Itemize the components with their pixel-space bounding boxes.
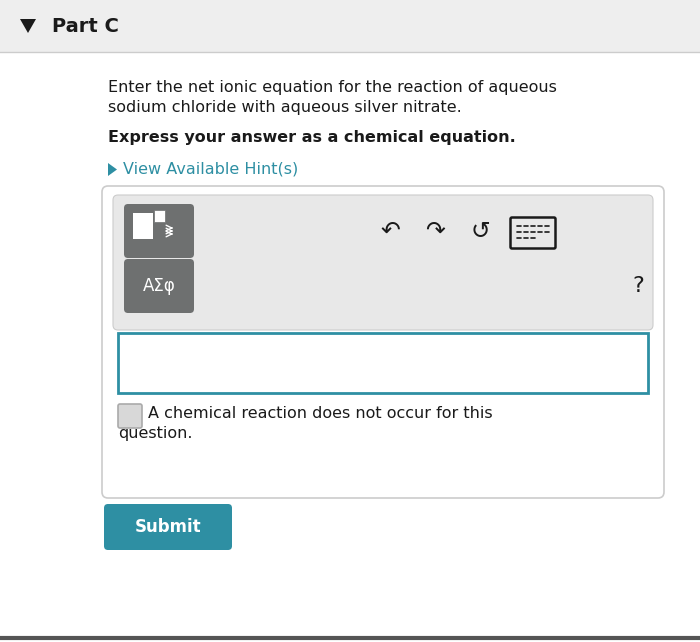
FancyBboxPatch shape bbox=[154, 210, 165, 222]
Text: ↷: ↷ bbox=[425, 219, 445, 243]
FancyBboxPatch shape bbox=[133, 213, 153, 239]
Polygon shape bbox=[108, 163, 117, 176]
Text: A chemical reaction does not occur for this: A chemical reaction does not occur for t… bbox=[148, 406, 493, 421]
Text: question.: question. bbox=[118, 426, 192, 441]
FancyBboxPatch shape bbox=[113, 195, 653, 330]
Text: Submit: Submit bbox=[134, 518, 202, 536]
FancyBboxPatch shape bbox=[104, 504, 232, 550]
FancyBboxPatch shape bbox=[124, 259, 194, 313]
Text: ↶: ↶ bbox=[380, 219, 400, 243]
Bar bbox=[0, 0, 700, 52]
FancyBboxPatch shape bbox=[102, 186, 664, 498]
Text: View Available Hint(s): View Available Hint(s) bbox=[123, 162, 298, 177]
Bar bbox=[118, 333, 648, 393]
Text: sodium chloride with aqueous silver nitrate.: sodium chloride with aqueous silver nitr… bbox=[108, 100, 462, 115]
Polygon shape bbox=[20, 19, 36, 33]
FancyBboxPatch shape bbox=[124, 204, 194, 258]
Text: ΑΣφ: ΑΣφ bbox=[143, 277, 176, 295]
FancyBboxPatch shape bbox=[118, 404, 142, 428]
Text: Express your answer as a chemical equation.: Express your answer as a chemical equati… bbox=[108, 130, 516, 145]
Text: Part C: Part C bbox=[52, 17, 119, 35]
Text: ↺: ↺ bbox=[470, 219, 490, 243]
Text: Enter the net ionic equation for the reaction of aqueous: Enter the net ionic equation for the rea… bbox=[108, 80, 557, 95]
Text: ?: ? bbox=[632, 276, 644, 296]
